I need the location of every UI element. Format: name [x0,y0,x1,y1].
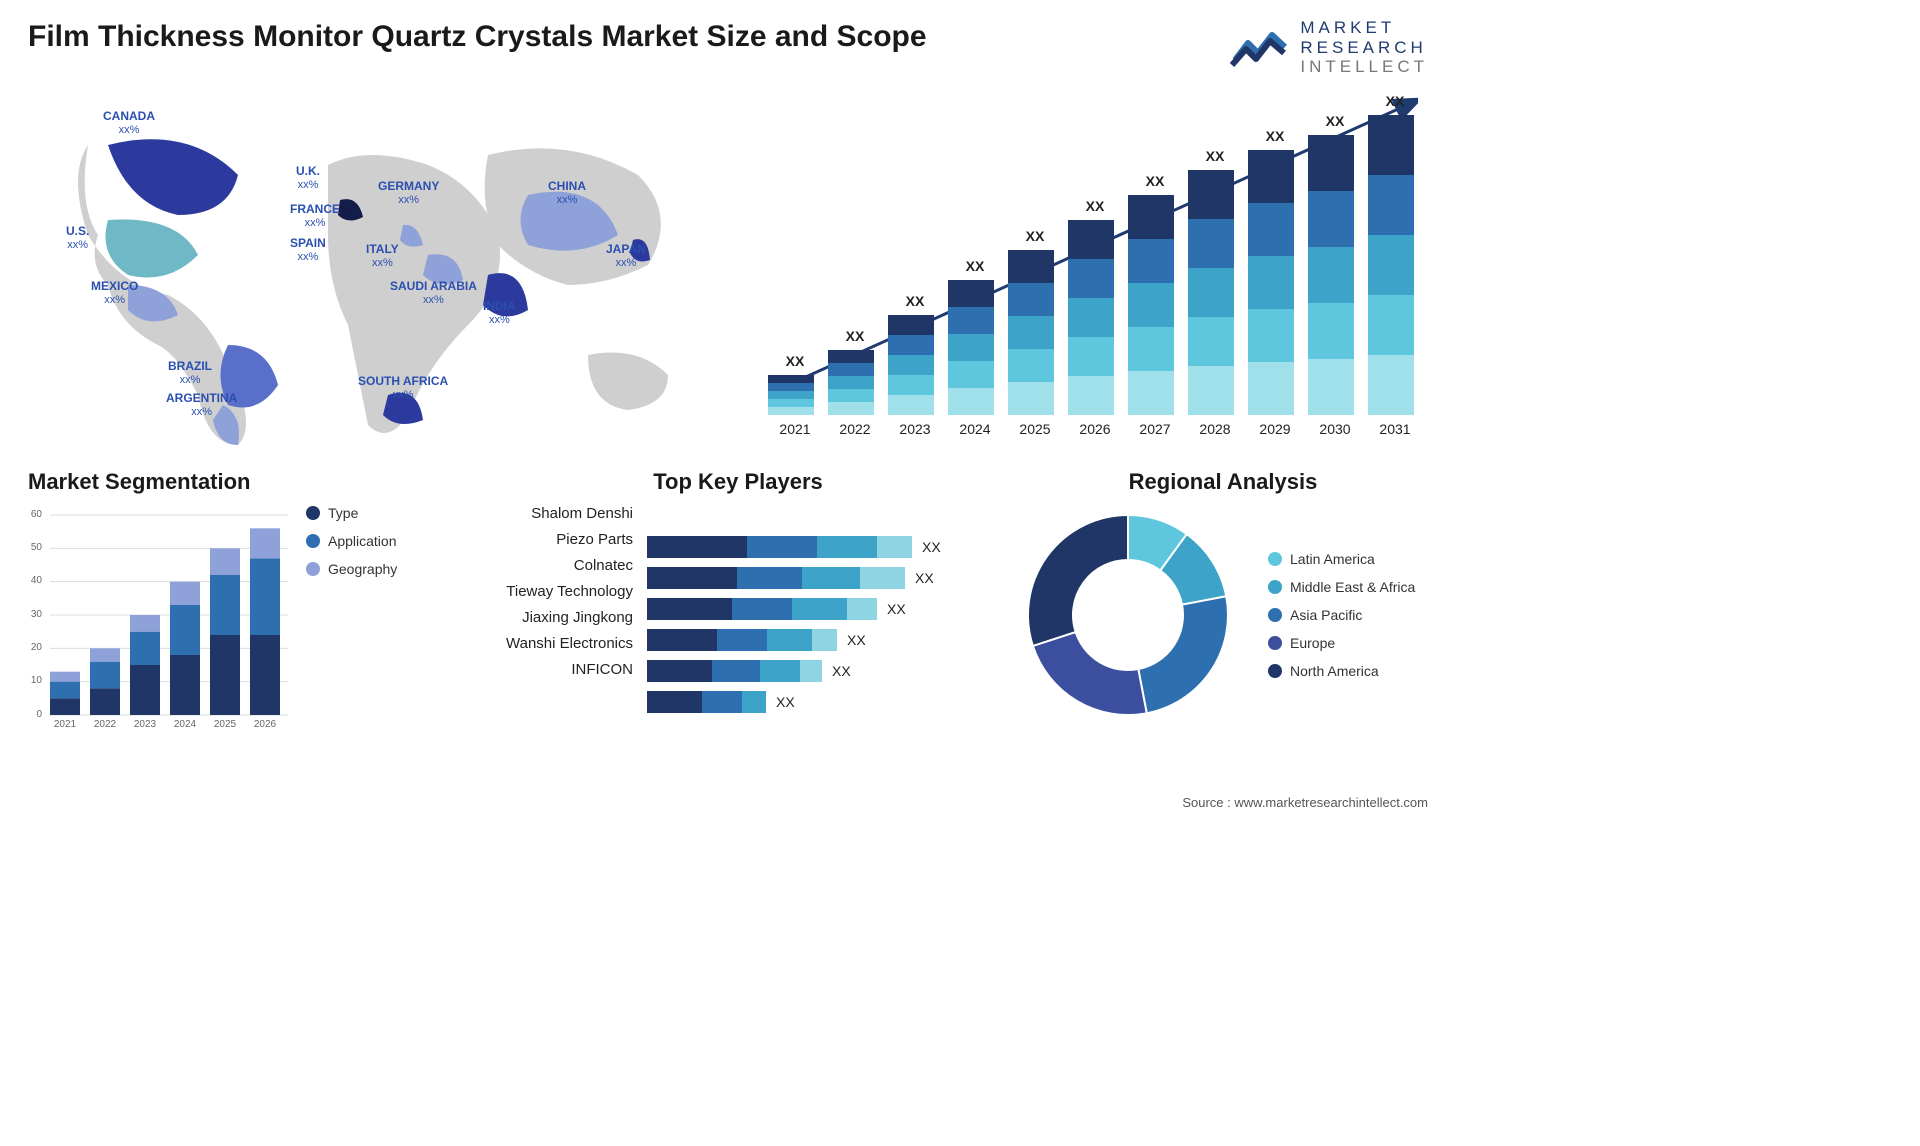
key-players-chart: Shalom Denshi Piezo Parts Colnatec Tieway T… [478,505,998,713]
player-label: Jiaxing Jingkong [522,609,633,626]
map-label-brazil: BRAZILxx% [168,360,212,386]
legend-item: Asia Pacific [1268,607,1415,623]
player-label: Colnatec [574,557,633,574]
player-bar-row: XX [647,691,941,713]
seg-year-label: 2023 [126,719,164,730]
seg-ytick: 50 [28,542,42,553]
player-label: Piezo Parts [556,531,633,548]
player-bar-row [647,505,941,527]
brand-logo: MARKET RESEARCH INTELLECT [1230,18,1428,77]
growth-bar-value: XX [1128,173,1182,189]
players-title: Top Key Players [478,469,998,495]
seg-ytick: 10 [28,675,42,686]
player-bar-row: XX [647,660,941,682]
growth-year-label: 2031 [1368,421,1422,437]
growth-year-label: 2029 [1248,421,1302,437]
seg-year-label: 2021 [46,719,84,730]
seg-year-label: 2024 [166,719,204,730]
growth-bar-value: XX [1248,128,1302,144]
growth-bar-value: XX [888,293,942,309]
growth-year-label: 2025 [1008,421,1062,437]
player-bar-row: XX [647,629,941,651]
growth-bar-value: XX [1188,148,1242,164]
map-label-germany: GERMANYxx% [378,180,439,206]
logo-text-2: RESEARCH [1300,38,1428,58]
player-label: Shalom Denshi [531,505,633,522]
map-label-south-africa: SOUTH AFRICAxx% [358,375,448,401]
logo-text-1: MARKET [1300,18,1428,38]
map-label-italy: ITALYxx% [366,243,399,269]
growth-bar-value: XX [768,353,822,369]
growth-year-label: 2027 [1128,421,1182,437]
player-label: Wanshi Electronics [506,635,633,652]
regional-donut-chart [1018,505,1238,725]
player-value: XX [832,663,851,679]
player-bar-row: XX [647,536,941,558]
growth-year-label: 2030 [1308,421,1362,437]
map-label-u.k.: U.K.xx% [296,165,320,191]
legend-item: Geography [306,561,397,577]
player-value: XX [922,539,941,555]
legend-item: Europe [1268,635,1415,651]
map-label-china: CHINAxx% [548,180,586,206]
growth-year-label: 2024 [948,421,1002,437]
growth-year-label: 2022 [828,421,882,437]
growth-bar-value: XX [1008,228,1062,244]
player-value: XX [847,632,866,648]
source-attribution: Source : www.marketresearchintellect.com [1182,795,1428,810]
map-label-u.s.: U.S.xx% [66,225,89,251]
legend-item: Middle East & Africa [1268,579,1415,595]
map-label-france: FRANCExx% [290,203,340,229]
growth-year-label: 2028 [1188,421,1242,437]
map-label-mexico: MEXICOxx% [91,280,138,306]
legend-item: North America [1268,663,1415,679]
seg-year-label: 2022 [86,719,124,730]
seg-ytick: 60 [28,509,42,520]
segmentation-chart: 0 10 20 30 40 50 60 202120222023202420252026 [28,505,288,735]
seg-year-label: 2026 [246,719,284,730]
map-label-india: INDIAxx% [483,300,516,326]
player-value: XX [887,601,906,617]
legend-item: Application [306,533,397,549]
regional-title: Regional Analysis [1018,469,1428,495]
page-title: Film Thickness Monitor Quartz Crystals M… [28,18,927,56]
logo-text-3: INTELLECT [1300,57,1428,77]
world-map: CANADAxx% U.S.xx% MEXICOxx% BRAZILxx% ARGENT… [28,85,728,455]
seg-ytick: 20 [28,642,42,653]
seg-ytick: 0 [28,709,42,720]
growth-bar-value: XX [948,258,1002,274]
growth-year-label: 2026 [1068,421,1122,437]
segmentation-legend: Type Application Geography [306,505,397,735]
segmentation-title: Market Segmentation [28,469,458,495]
growth-bar-value: XX [1368,93,1422,109]
player-value: XX [915,570,934,586]
regional-legend: Latin America Middle East & Africa Asia Pa… [1268,551,1415,679]
legend-item: Latin America [1268,551,1415,567]
growth-bar-value: XX [1068,198,1122,214]
legend-item: Type [306,505,397,521]
player-label: INFICON [571,661,633,678]
map-label-spain: SPAINxx% [290,237,326,263]
player-bar-row: XX [647,598,941,620]
map-label-argentina: ARGENTINAxx% [166,392,237,418]
growth-bar-value: XX [828,328,882,344]
seg-ytick: 30 [28,609,42,620]
map-label-saudi-arabia: SAUDI ARABIAxx% [390,280,477,306]
player-value: XX [776,694,795,710]
growth-bar-value: XX [1308,113,1362,129]
logo-icon [1230,25,1290,69]
growth-year-label: 2021 [768,421,822,437]
player-bar-row: XX [647,567,941,589]
seg-ytick: 40 [28,575,42,586]
map-label-canada: CANADAxx% [103,110,155,136]
map-label-japan: JAPANxx% [606,243,646,269]
player-label: Tieway Technology [506,583,633,600]
seg-year-label: 2025 [206,719,244,730]
growth-bar-chart: XX 2021 XX 2022 XX 2023 XX 2024 XX 2025 XX 2026 XX 20… [758,85,1418,455]
growth-year-label: 2023 [888,421,942,437]
